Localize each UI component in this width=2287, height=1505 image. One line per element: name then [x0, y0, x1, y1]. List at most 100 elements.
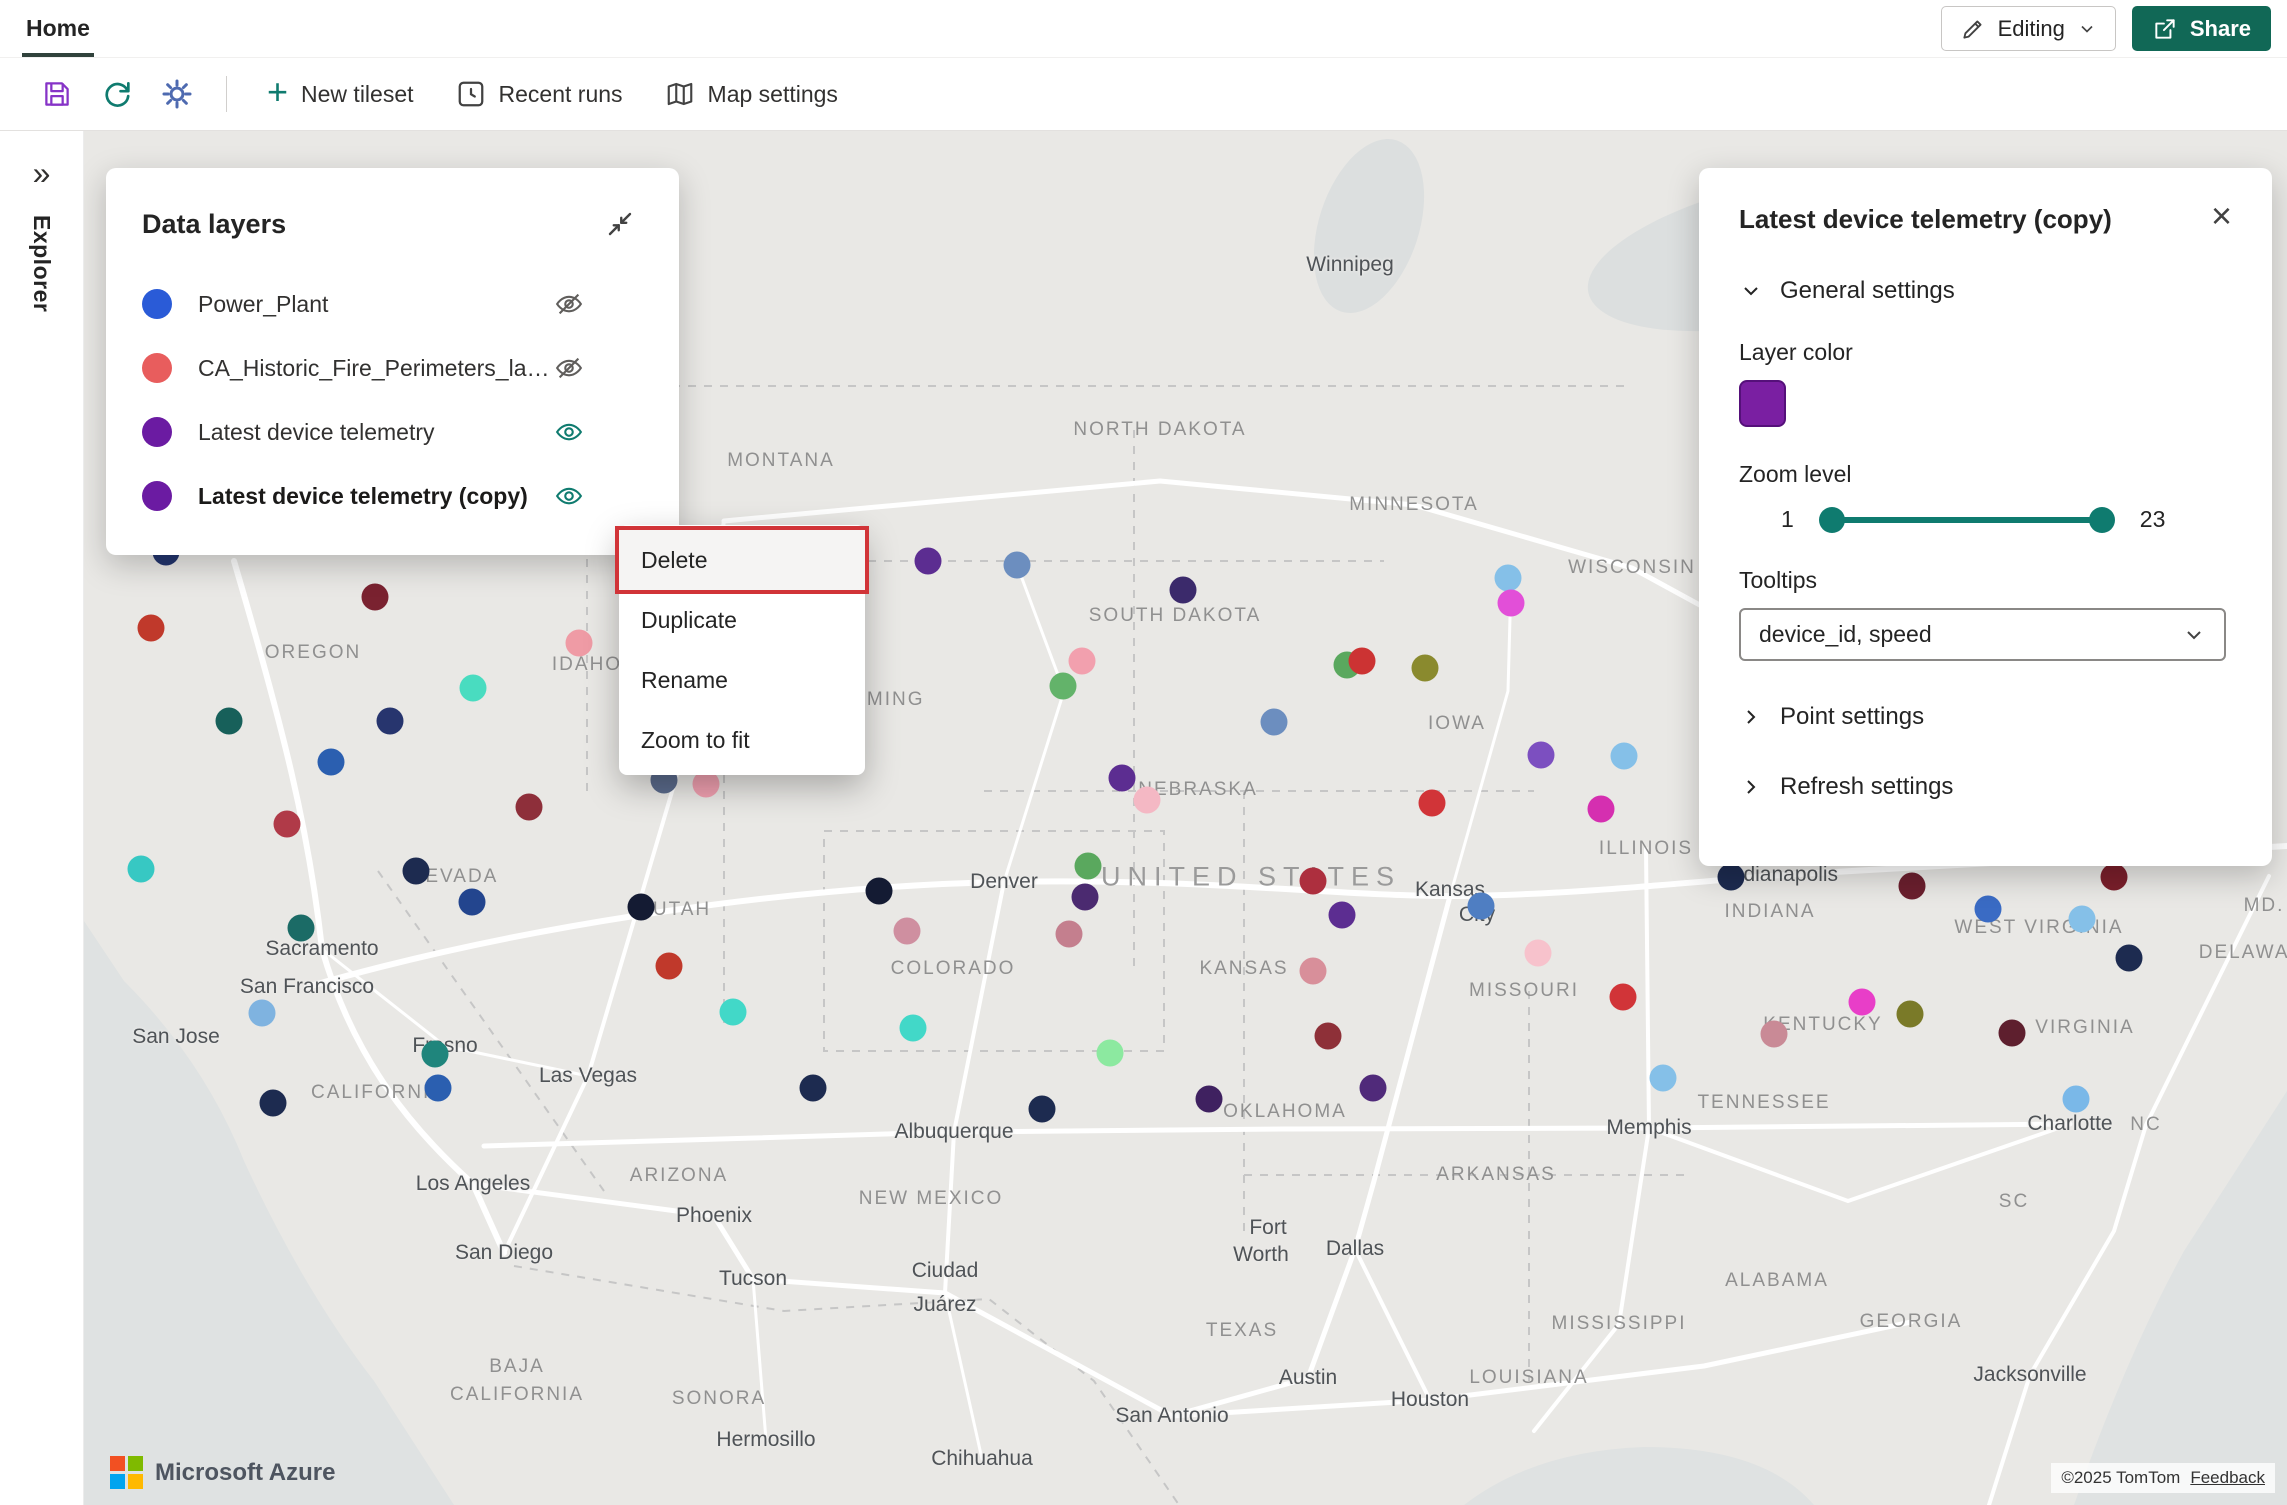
telemetry-point[interactable]: [215, 707, 243, 735]
layer-row[interactable]: Latest device telemetry: [106, 400, 679, 464]
telemetry-point[interactable]: [719, 998, 747, 1026]
save-button[interactable]: [30, 67, 84, 121]
telemetry-point[interactable]: [376, 707, 404, 735]
telemetry-point[interactable]: [1760, 1020, 1788, 1048]
telemetry-point[interactable]: [1418, 789, 1446, 817]
telemetry-point[interactable]: [1096, 1039, 1124, 1067]
telemetry-point[interactable]: [1068, 647, 1096, 675]
map-canvas[interactable]: MONTANA NORTH DAKOTA MINNESOTA WISCONSIN SOU…: [84, 131, 2287, 1505]
telemetry-point[interactable]: [1003, 551, 1031, 579]
layer-color-swatch[interactable]: [1739, 380, 1786, 427]
visibility-on-icon[interactable]: [551, 417, 587, 447]
telemetry-point[interactable]: [1328, 901, 1356, 929]
tab-home[interactable]: Home: [22, 0, 94, 57]
telemetry-point[interactable]: [1299, 957, 1327, 985]
telemetry-point[interactable]: [1133, 786, 1161, 814]
telemetry-point[interactable]: [137, 614, 165, 642]
telemetry-point[interactable]: [1348, 647, 1376, 675]
telemetry-point[interactable]: [248, 999, 276, 1027]
general-settings-toggle[interactable]: General settings: [1739, 277, 2232, 305]
telemetry-point[interactable]: [458, 888, 486, 916]
context-menu-item-zoom-to-fit[interactable]: Zoom to fit: [641, 726, 750, 753]
telemetry-point[interactable]: [127, 855, 155, 883]
telemetry-point[interactable]: [1998, 1019, 2026, 1047]
feedback-link[interactable]: Feedback: [2190, 1468, 2265, 1487]
editing-button[interactable]: Editing: [1940, 6, 2116, 51]
telemetry-point[interactable]: [1524, 939, 1552, 967]
context-menu-item-rename[interactable]: Rename: [641, 666, 728, 693]
telemetry-point[interactable]: [1898, 872, 1926, 900]
telemetry-point[interactable]: [402, 857, 430, 885]
layer-row[interactable]: Power_Plant: [106, 272, 679, 336]
tooltips-dropdown[interactable]: device_id, speed: [1739, 608, 2226, 661]
telemetry-point[interactable]: [515, 793, 543, 821]
telemetry-point[interactable]: [865, 877, 893, 905]
telemetry-point[interactable]: [2100, 863, 2128, 891]
telemetry-point[interactable]: [1049, 672, 1077, 700]
new-tileset-button[interactable]: + New tileset: [249, 67, 432, 121]
context-menu-item-delete[interactable]: Delete: [615, 526, 869, 594]
telemetry-point[interactable]: [2062, 1085, 2090, 1113]
recent-runs-button[interactable]: Recent runs: [438, 67, 641, 121]
telemetry-point[interactable]: [1610, 742, 1638, 770]
telemetry-point[interactable]: [2115, 944, 2143, 972]
telemetry-point[interactable]: [799, 1074, 827, 1102]
telemetry-point[interactable]: [1494, 564, 1522, 592]
telemetry-point[interactable]: [1974, 895, 2002, 923]
point-settings-toggle[interactable]: Point settings: [1739, 703, 2232, 731]
telemetry-point[interactable]: [1848, 988, 1876, 1016]
telemetry-point[interactable]: [1169, 576, 1197, 604]
telemetry-point[interactable]: [2068, 905, 2096, 933]
zoom-slider-handle-min[interactable]: [1818, 506, 1845, 533]
telemetry-point[interactable]: [1717, 863, 1745, 891]
zoom-slider-track[interactable]: [1821, 516, 2112, 523]
map-settings-button[interactable]: Map settings: [647, 67, 856, 121]
telemetry-point[interactable]: [1195, 1085, 1223, 1113]
telemetry-point[interactable]: [1467, 892, 1495, 920]
telemetry-point[interactable]: [899, 1014, 927, 1042]
close-panel-button[interactable]: ×: [2210, 195, 2232, 236]
expand-explorer-button[interactable]: »: [32, 155, 51, 191]
zoom-slider[interactable]: [1818, 506, 2115, 533]
share-button[interactable]: Share: [2131, 6, 2271, 51]
telemetry-point[interactable]: [1260, 708, 1288, 736]
telemetry-point[interactable]: [459, 674, 487, 702]
telemetry-point[interactable]: [1497, 589, 1525, 617]
telemetry-point[interactable]: [361, 583, 389, 611]
telemetry-point[interactable]: [1587, 795, 1615, 823]
telemetry-point[interactable]: [1649, 1064, 1677, 1092]
telemetry-point[interactable]: [273, 810, 301, 838]
layer-row[interactable]: CA_Historic_Fire_Perimeters_la…: [106, 336, 679, 400]
telemetry-point[interactable]: [627, 893, 655, 921]
telemetry-point[interactable]: [1896, 1000, 1924, 1028]
telemetry-point[interactable]: [893, 917, 921, 945]
telemetry-point[interactable]: [1359, 1074, 1387, 1102]
telemetry-point[interactable]: [317, 748, 345, 776]
telemetry-point[interactable]: [655, 952, 683, 980]
layer-row[interactable]: Latest device telemetry (copy): [106, 464, 679, 528]
visibility-off-icon[interactable]: [551, 353, 587, 383]
settings-button[interactable]: [150, 67, 204, 121]
telemetry-point[interactable]: [565, 629, 593, 657]
telemetry-point[interactable]: [914, 547, 942, 575]
telemetry-point[interactable]: [1527, 741, 1555, 769]
refresh-button[interactable]: [90, 67, 144, 121]
visibility-on-icon[interactable]: [551, 481, 587, 511]
telemetry-point[interactable]: [1411, 654, 1439, 682]
telemetry-point[interactable]: [1108, 764, 1136, 792]
visibility-off-icon[interactable]: [551, 289, 587, 319]
telemetry-point[interactable]: [1074, 852, 1102, 880]
telemetry-point[interactable]: [1028, 1095, 1056, 1123]
telemetry-point[interactable]: [259, 1089, 287, 1117]
telemetry-point[interactable]: [1314, 1022, 1342, 1050]
telemetry-point[interactable]: [1055, 920, 1083, 948]
refresh-settings-toggle[interactable]: Refresh settings: [1739, 773, 2232, 801]
telemetry-point[interactable]: [1609, 983, 1637, 1011]
telemetry-point[interactable]: [692, 770, 720, 798]
telemetry-point[interactable]: [1071, 883, 1099, 911]
telemetry-point[interactable]: [424, 1074, 452, 1102]
context-menu-item-duplicate[interactable]: Duplicate: [641, 606, 737, 633]
telemetry-point[interactable]: [1299, 867, 1327, 895]
telemetry-point[interactable]: [287, 914, 315, 942]
telemetry-point[interactable]: [421, 1040, 449, 1068]
